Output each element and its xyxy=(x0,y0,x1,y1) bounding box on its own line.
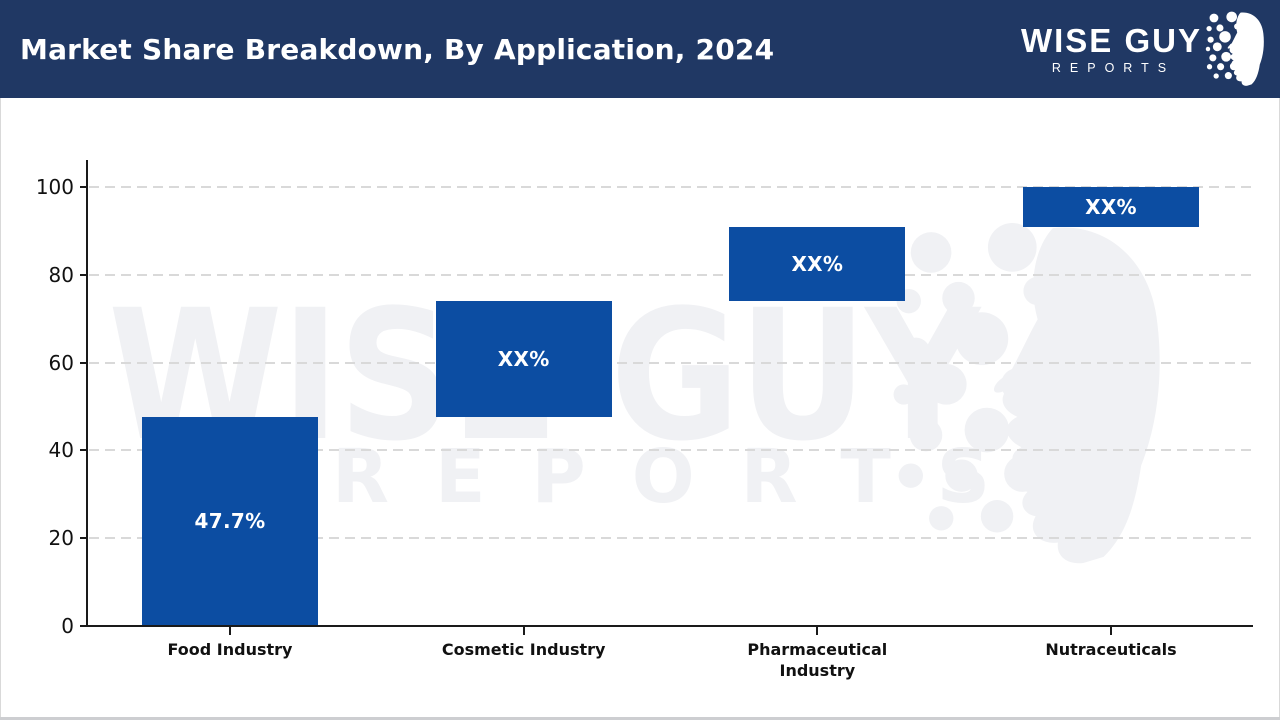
y-tick-label-60: 60 xyxy=(48,350,74,375)
bar-pharmaceutical-industry: XX% xyxy=(729,226,906,302)
watermark-face-icon xyxy=(893,223,1160,564)
x-tick-0 xyxy=(229,627,231,635)
x-tick-1 xyxy=(522,627,525,635)
logo-subtitle: REPORTS xyxy=(1051,60,1176,75)
bar-nutraceuticals: XX% xyxy=(1023,187,1199,227)
frame-left-border xyxy=(0,98,1,720)
y-tick-label-100: 100 xyxy=(35,175,74,199)
watermark-subtitle: REPORTS xyxy=(332,434,1037,520)
bar-value-label: XX% xyxy=(791,251,844,276)
gridline-80 xyxy=(89,273,1255,276)
bar-value-label: XX% xyxy=(497,346,550,371)
gridline-100 xyxy=(89,186,1255,188)
y-tick-20 xyxy=(80,537,88,540)
y-tick-label-40: 40 xyxy=(48,438,74,463)
logo-wordmark: WISE GUY xyxy=(1020,21,1202,59)
y-tick-label-80: 80 xyxy=(48,262,74,287)
y-tick-label-0: 0 xyxy=(61,614,74,638)
y-tick-80 xyxy=(80,273,88,276)
y-tick-40 xyxy=(80,449,88,452)
category-label-1: Cosmetic Industry xyxy=(441,640,606,659)
category-label-0: Food Industry xyxy=(167,640,293,659)
y-tick-60 xyxy=(80,361,88,364)
header-band: Market Share Breakdown, By Application, … xyxy=(0,0,1280,98)
gridline-20 xyxy=(89,537,1255,540)
x-tick-3 xyxy=(1110,627,1112,635)
y-axis-spine xyxy=(86,160,88,627)
wiseguy-logo: WISE GUY REPORTS xyxy=(1021,11,1280,87)
y-tick-0 xyxy=(80,625,88,627)
page-title: Market Share Breakdown, By Application, … xyxy=(20,32,775,66)
bar-cosmetic-industry: XX% xyxy=(435,301,612,417)
wiseguy-logo-text: WISE GUY REPORTS xyxy=(1021,24,1202,75)
bar-food-industry: 47.7% xyxy=(142,416,318,626)
gridline-40 xyxy=(89,449,1255,452)
category-label-2: Pharmaceutical Industry xyxy=(747,640,888,680)
x-axis-spine xyxy=(86,625,1253,627)
bar-value-label: XX% xyxy=(1085,194,1137,219)
y-tick-label-20: 20 xyxy=(48,526,74,551)
category-label-3: Nutraceuticals xyxy=(1045,640,1177,659)
frame-bottom-border xyxy=(0,717,1280,720)
gridline-60 xyxy=(89,361,1255,364)
x-tick-2 xyxy=(816,627,819,635)
wiseguy-face-logo-icon xyxy=(1205,11,1264,86)
bar-value-label: 47.7% xyxy=(194,509,266,534)
y-tick-100 xyxy=(80,186,88,188)
